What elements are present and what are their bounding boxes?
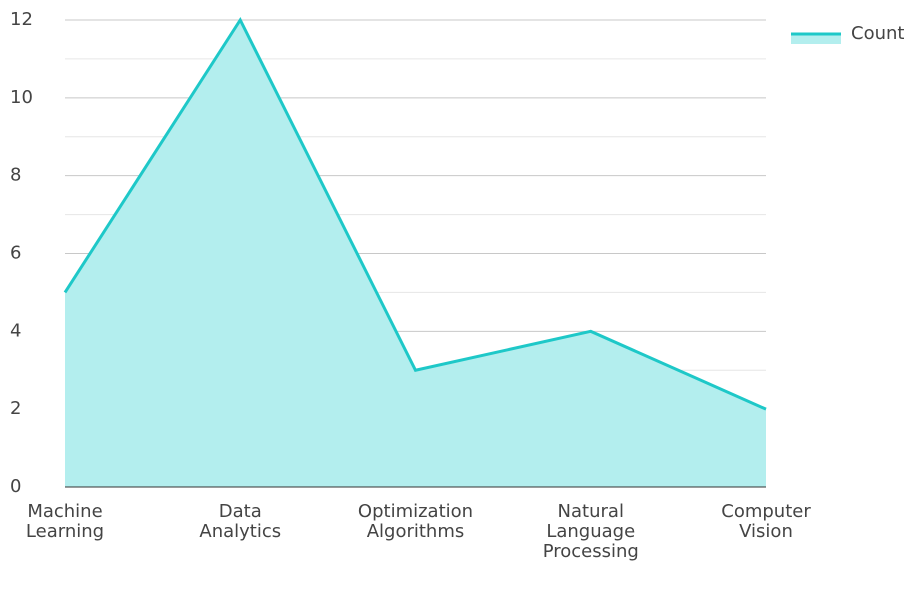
legend-swatch-fill	[791, 34, 841, 44]
x-tick-label: Optimization Algorithms	[357, 501, 474, 542]
legend-label: Count	[851, 23, 904, 44]
x-tick-label: Natural Language Processing	[542, 501, 639, 562]
y-tick-label: 10	[10, 87, 33, 108]
x-tick-label: Data Analytics	[199, 501, 282, 542]
y-tick-label: 2	[10, 398, 21, 419]
y-tick-label: 12	[10, 9, 33, 30]
y-tick-label: 4	[10, 320, 21, 341]
x-tick-label: Machine Learning	[25, 501, 105, 542]
y-tick-label: 0	[10, 476, 21, 497]
y-tick-label: 8	[10, 165, 21, 186]
line	[63, 16, 767, 411]
area	[65, 20, 766, 487]
x-tick-label: Computer Vision	[721, 501, 811, 542]
y-tick-label: 6	[10, 243, 21, 264]
